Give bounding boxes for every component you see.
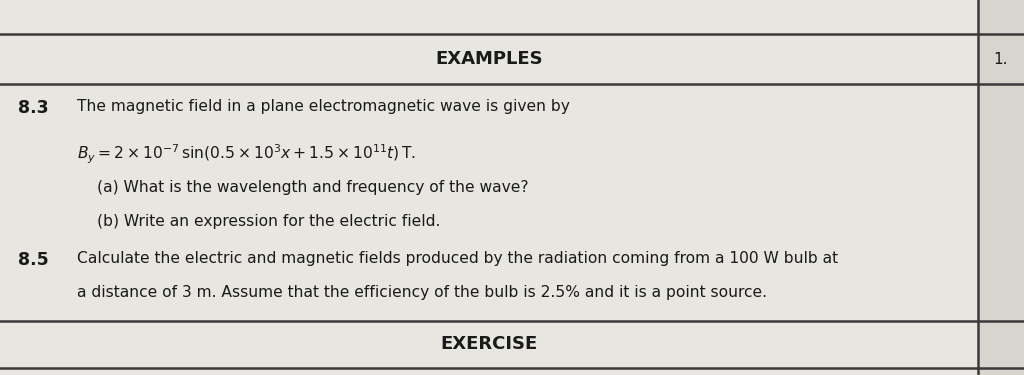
Text: EXAMPLES: EXAMPLES xyxy=(435,50,543,68)
Text: a distance of 3 m. Assume that the efficiency of the bulb is 2.5% and it is a po: a distance of 3 m. Assume that the effic… xyxy=(77,285,767,300)
Text: 8.5: 8.5 xyxy=(18,251,49,269)
Text: (b) Write an expression for the electric field.: (b) Write an expression for the electric… xyxy=(97,214,440,229)
Text: 1.: 1. xyxy=(993,52,1009,67)
Bar xyxy=(978,0,1024,375)
Text: (a) What is the wavelength and frequency of the wave?: (a) What is the wavelength and frequency… xyxy=(97,180,529,195)
Text: 8.3: 8.3 xyxy=(18,99,49,117)
Text: EXERCISE: EXERCISE xyxy=(440,335,538,353)
Text: The magnetic field in a plane electromagnetic wave is given by: The magnetic field in a plane electromag… xyxy=(77,99,569,114)
Text: Calculate the electric and magnetic fields produced by the radiation coming from: Calculate the electric and magnetic fiel… xyxy=(77,251,838,266)
Text: $B_y = 2 \times 10^{-7}\,\sin(0.5 \times 10^3 x + 1.5 \times 10^{11} t)\,\mathrm: $B_y = 2 \times 10^{-7}\,\sin(0.5 \times… xyxy=(77,142,416,166)
